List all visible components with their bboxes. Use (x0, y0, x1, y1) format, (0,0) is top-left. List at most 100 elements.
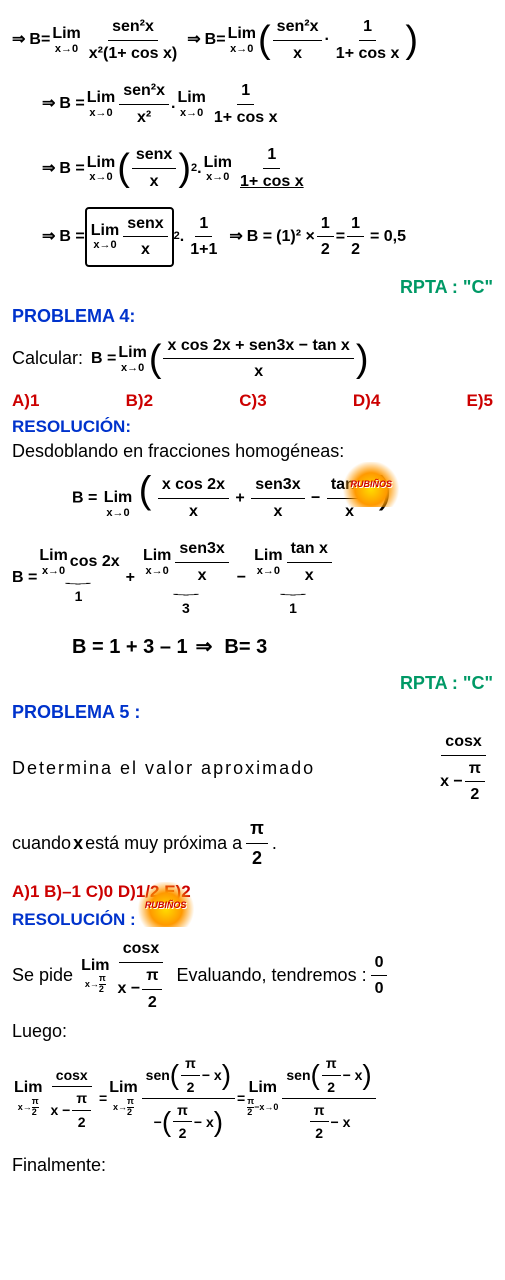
options-row-5: A)1 B)–1 C)0 D)1/2 E)2 RUBIÑOS (12, 882, 191, 902)
frac: sen²x x² (119, 78, 169, 130)
lim: Lim x→0 (118, 344, 146, 374)
lim: Lim x→0 (52, 25, 80, 55)
plus: + (126, 565, 135, 591)
problem-5-title: PROBLEMA 5 : (12, 702, 493, 723)
underbrace: Lim x→0 senx x (85, 207, 174, 267)
frac: 1 1+ cos x (210, 78, 282, 130)
opt-c: C)3 (239, 391, 266, 411)
opt-d: D)1/2 (118, 882, 160, 901)
dot: . (197, 156, 201, 182)
frac: senx x (123, 211, 167, 263)
eq-line-2: B = Lim x→0 sen²x x² . Lim x→0 1 1+ cos … (42, 78, 284, 130)
opt-e: E)5 (467, 391, 493, 411)
arrow (187, 27, 204, 53)
prob5-sepide: Se pide Limx→π2 cosx x − π2 Evaluando, t… (12, 936, 493, 1015)
result: = 0,5 (370, 224, 406, 250)
lhs: B = (59, 156, 84, 182)
paren: ) (178, 153, 191, 183)
paren: ( (258, 25, 271, 55)
lim: Lim x→0 (177, 89, 205, 119)
resolution-label: RESOLUCIÓN : (12, 910, 493, 930)
lhs: B = (91, 346, 116, 372)
answer-label: RPTA : "C" (12, 673, 493, 694)
lhs: B = (247, 224, 272, 250)
ub2: Limx→0 sen3xx ⏟ 3 (141, 536, 231, 619)
calc-label: Calcular: (12, 344, 83, 373)
prob5-text1: Determina el valor aproximado cosx x − π… (12, 729, 493, 808)
pi2: π 2 (246, 814, 268, 873)
frac: 1 1+ cos x (236, 142, 308, 194)
paren: ( (149, 344, 162, 374)
r1: B = 1 + 3 – 1 (72, 631, 188, 663)
paren: ) (379, 469, 392, 511)
eq-line-1: B= Lim x→0 sen²x x²(1+ cos x) B= Lim x→0… (12, 14, 418, 66)
prob4-calc-line: Calcular: B = Lim x→0 ( x cos 2x + sen3x… (12, 333, 493, 385)
lhs: B = (59, 91, 84, 117)
lim: Lim x→0 (204, 154, 232, 184)
opt-e: E)2 (164, 882, 190, 901)
paren: ( (117, 153, 130, 183)
frac: x cos 2x + sen3x − tan x x (163, 333, 353, 385)
frac: tan x x (327, 472, 372, 524)
opt-a: A)1 (12, 882, 39, 901)
answer-label: RPTA : "C" (12, 277, 493, 298)
finalmente-label: Finalmente: (12, 1155, 493, 1176)
lim: Lim x→0 (228, 25, 256, 55)
arrow (229, 224, 246, 250)
frac: sen3x x (251, 472, 304, 524)
arrow (196, 631, 217, 663)
lim: Lim x→0 (87, 89, 115, 119)
frac: x cos 2x x (158, 472, 229, 524)
paren: ) (405, 25, 418, 55)
frac: sen²x x²(1+ cos x) (85, 14, 181, 66)
ub1: Limx→0 cos 2x ⏟ 1 (37, 547, 119, 607)
resolution-label: RESOLUCIÓN: (12, 417, 493, 437)
minus: − (311, 489, 320, 506)
lhs: B = (72, 489, 97, 506)
prob5-luego-eq: Limx→π2 cosx x − π2 = Limx→π2 sen ( π2 −… (12, 1052, 378, 1145)
prob4-eq1: B = Lim x→0 ( x cos 2x x + sen3x x − tan… (72, 472, 391, 524)
luego-label: Luego: (12, 1021, 493, 1042)
prob4-result: B = 1 + 3 – 1 B= 3 (72, 631, 267, 663)
ub3: Limx→0 tan xx ⏟ 1 (252, 536, 334, 619)
prob4-eq2: B = Limx→0 cos 2x ⏟ 1 + Limx→0 sen3xx ⏟ … (12, 536, 334, 619)
opt-d: D)4 (353, 391, 380, 411)
frac: 1 1+1 (186, 211, 221, 263)
opt-b: B)–1 (44, 882, 81, 901)
paren: ( (139, 469, 152, 511)
lhs: B= (205, 27, 226, 53)
paren: ) (356, 344, 369, 374)
dot: . (171, 91, 175, 117)
dot: · (324, 27, 329, 53)
lhs: B = (59, 224, 84, 250)
lhs: B= (29, 27, 50, 53)
lim: Lim x→0 (104, 489, 132, 519)
opt-c: C)0 (86, 882, 113, 901)
options-row: A)1 B)2 C)3 D)4 E)5 (12, 391, 493, 411)
eq: = (336, 224, 345, 250)
arrow (42, 224, 59, 250)
arrow (12, 27, 29, 53)
frac: 1 2 (347, 211, 364, 263)
eq-line-4: B = Lim x→0 senx x 2 . 1 1+1 B = (1)² × … (42, 207, 406, 267)
opt-b: B)2 (126, 391, 153, 411)
opt-a: A)1 (12, 391, 39, 411)
frac: sen²x x (273, 14, 323, 66)
arrow (42, 91, 59, 117)
problem-4-title: PROBLEMA 4: (12, 306, 493, 327)
desdoblando-text: Desdoblando en fracciones homogéneas: (12, 441, 493, 462)
rhs: (1)² × (276, 224, 315, 250)
frac: 1 1+ cos x (332, 14, 404, 66)
prob5-text2: cuando x está muy próxima a π 2 . (12, 814, 493, 873)
eq-line-3: B = Lim x→0 ( senx x ) 2 . Lim x→0 1 1+ … (42, 142, 310, 194)
r2: B= 3 (224, 631, 267, 663)
frac: 1 2 (317, 211, 334, 263)
lim: Lim x→0 (87, 154, 115, 184)
main-frac: cosx x − π2 (436, 729, 491, 808)
minus: − (237, 565, 246, 591)
frac: senx x (132, 142, 176, 194)
lim: Lim x→0 (91, 222, 119, 252)
dot: . (180, 224, 184, 250)
arrow (42, 156, 59, 182)
lhs: B = (12, 565, 37, 591)
